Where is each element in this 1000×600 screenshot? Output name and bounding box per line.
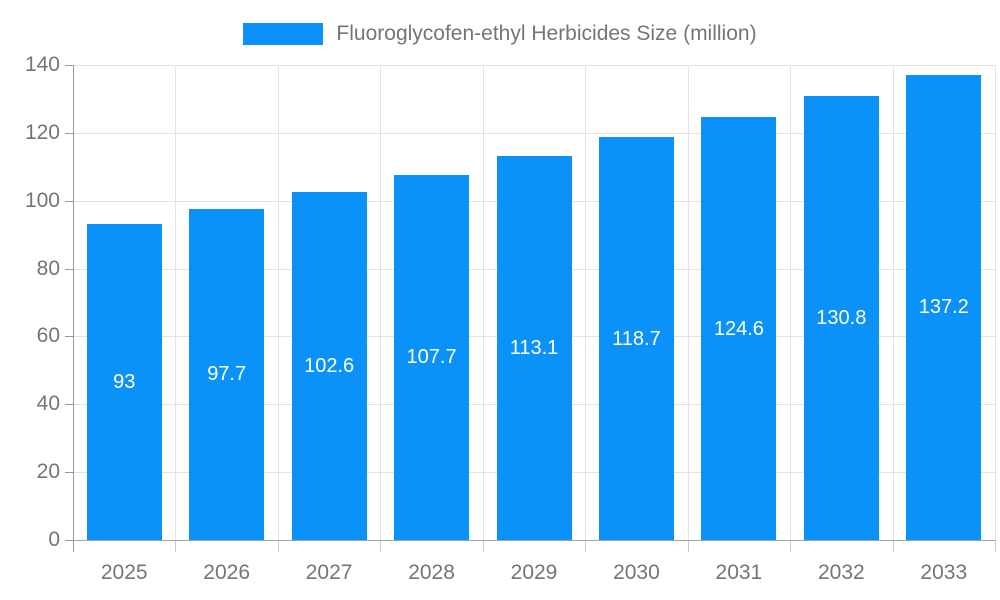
legend-label[interactable]: Fluoroglycofen-ethyl Herbicides Size (mi… [336,22,757,45]
x-axis-tick [277,540,279,552]
x-gridline [482,65,484,540]
y-axis-label: 20 [36,460,60,484]
x-gridline [175,65,177,540]
x-axis-label: 2032 [817,561,865,584]
y-axis-tick [65,132,73,134]
y-axis-label: 140 [24,53,60,77]
x-axis-label: 2026 [203,561,251,584]
x-gridline [277,65,279,540]
y-axis-label: 120 [24,120,60,144]
x-axis-tick [687,540,689,552]
bar-value-label: 93 [113,371,136,394]
x-axis-label: 2027 [305,561,353,584]
x-axis-tick [790,540,792,552]
x-axis-tick [175,540,177,552]
bar-value-label: 137.2 [918,296,969,319]
x-axis-tick [995,540,996,552]
x-gridline [585,65,587,540]
bar-value-label: 124.6 [713,317,764,340]
y-axis-label: 0 [48,528,60,552]
bar-2030: 118.7 [598,137,674,540]
x-axis-label: 2033 [920,561,968,584]
y-axis-tick [65,200,73,202]
x-axis-label: 2025 [100,561,148,584]
bar-2028: 107.7 [394,174,470,540]
bar-value-label: 97.7 [207,363,247,386]
y-gridline [73,65,995,66]
x-axis-label: 2028 [408,561,455,584]
x-gridline [380,65,382,540]
x-axis-line [73,540,995,541]
bar-value-label: 102.6 [304,354,355,377]
bar-value-label: 113.1 [509,337,559,360]
bar-value-label: 130.8 [816,307,867,330]
bar-2031: 124.6 [701,117,777,540]
bar-2025: 93 [86,224,162,540]
x-gridline [687,65,689,540]
bar-2029: 113.1 [496,156,572,540]
y-axis-label: 40 [36,392,60,416]
y-axis-tick [65,268,73,270]
y-axis-tick [65,65,73,66]
bar-value-label: 118.7 [612,327,661,350]
legend[interactable]: Fluoroglycofen-ethyl Herbicides Size (mi… [0,22,1000,46]
bar-2026: 97.7 [189,208,265,540]
y-gridline [73,132,995,134]
x-axis-tick [585,540,587,552]
y-axis-tick [65,404,73,406]
x-axis-label: 2030 [613,561,660,584]
legend-swatch[interactable] [243,23,324,45]
y-axis-label: 80 [36,256,60,280]
x-axis-tick [892,540,894,552]
x-gridline [892,65,894,540]
x-gridline [790,65,792,540]
y-axis-tick [65,336,73,338]
y-axis-tick [65,472,73,474]
bar-2032: 130.8 [803,96,879,540]
x-axis-label: 2029 [510,561,558,584]
y-axis-line [73,65,74,552]
x-gridline [995,65,996,540]
bar-2027: 102.6 [291,191,367,540]
y-axis-label: 60 [36,324,60,348]
bar-2033: 137.2 [906,74,982,540]
x-axis-label: 2031 [715,561,763,584]
x-axis-tick [482,540,484,552]
y-axis-tick [65,540,73,541]
bar-value-label: 107.7 [406,346,457,369]
x-axis-tick [380,540,382,552]
y-axis-label: 100 [24,188,60,212]
